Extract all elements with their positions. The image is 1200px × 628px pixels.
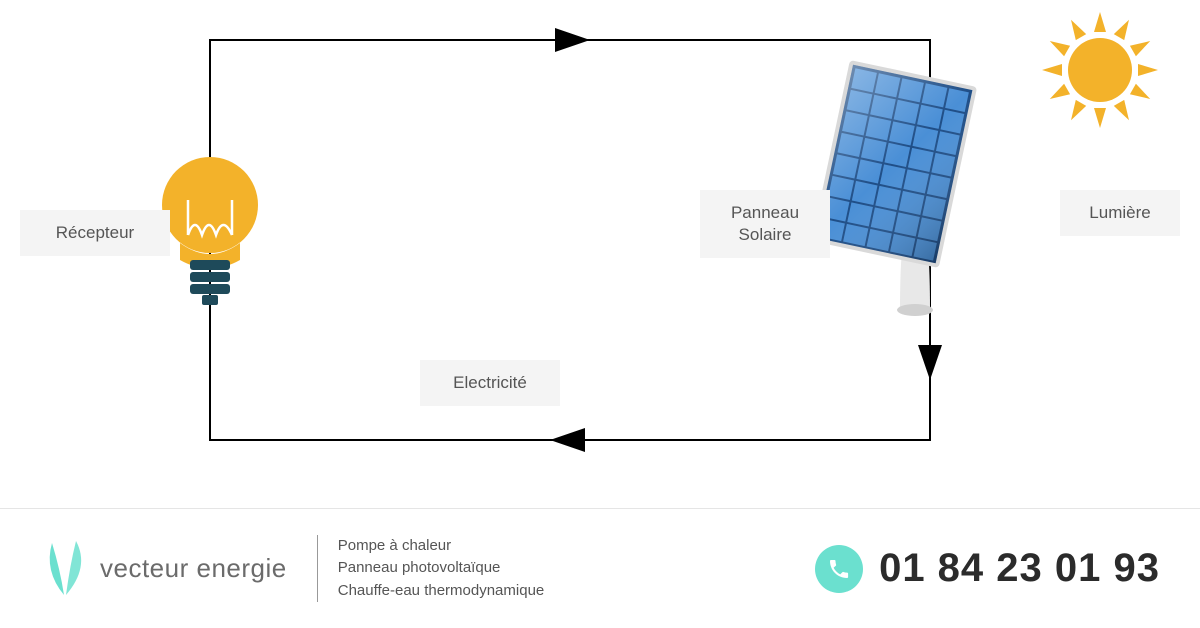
- label-electricite: Electricité: [420, 360, 560, 406]
- label-panneau-solaire: Panneau Solaire: [700, 190, 830, 258]
- brand-logo: vecteur energie: [40, 541, 287, 597]
- service-item: Chauffe-eau thermodynamique: [338, 580, 545, 603]
- label-recepteur: Récepteur: [20, 210, 170, 256]
- solar-panel-icon: [810, 50, 1030, 350]
- leaf-icon: [40, 541, 90, 597]
- brand-name: vecteur energie: [100, 553, 287, 584]
- sun-icon: [1030, 0, 1170, 140]
- services-list: Pompe à chaleur Panneau photovoltaïque C…: [317, 535, 545, 603]
- service-item: Pompe à chaleur: [338, 535, 545, 558]
- phone-number: 01 84 23 01 93: [879, 546, 1160, 591]
- phone-icon: [815, 545, 863, 593]
- energy-circuit-diagram: Récepteur Panneau Solaire Lumière Electr…: [0, 0, 1200, 500]
- service-item: Panneau photovoltaïque: [338, 557, 545, 580]
- phone-contact: 01 84 23 01 93: [815, 545, 1160, 593]
- footer-bar: vecteur energie Pompe à chaleur Panneau …: [0, 508, 1200, 628]
- label-lumiere: Lumière: [1060, 190, 1180, 236]
